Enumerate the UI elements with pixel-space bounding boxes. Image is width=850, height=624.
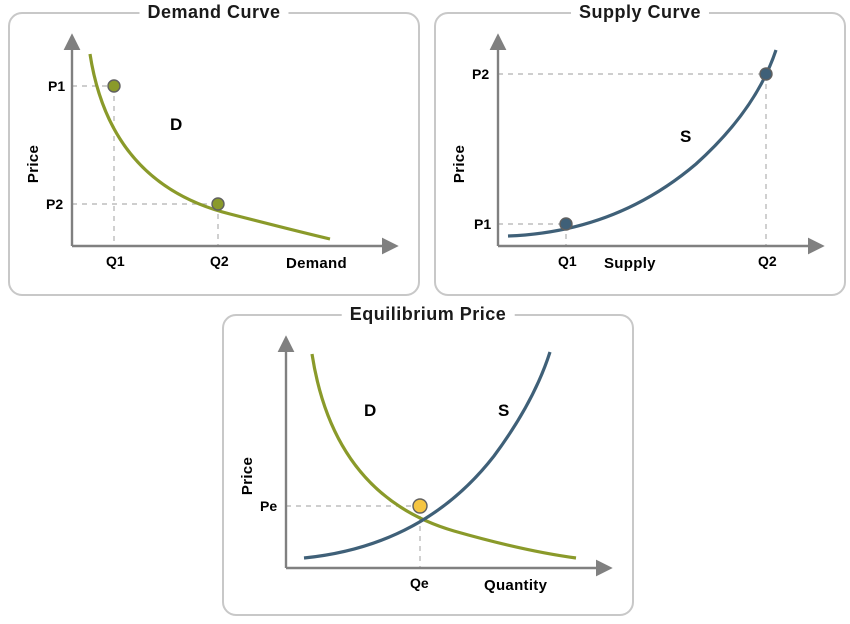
eq-supply-curve: [304, 352, 550, 558]
demand-tick-q1: Q1: [106, 253, 125, 269]
eq-supply-curve-label: S: [498, 401, 509, 420]
eq-point: [413, 499, 427, 513]
panel-demand-title: Demand Curve: [139, 2, 288, 23]
eq-tick-qe: Qe: [410, 575, 429, 591]
panel-equilibrium-svg: Pe Qe Price Quantity D S: [224, 316, 632, 614]
supply-curve: [508, 50, 776, 236]
supply-x-label: Supply: [604, 255, 656, 272]
supply-y-label: Price: [451, 145, 468, 183]
panel-demand-svg: P1 P2 Q1 Q2 Price Demand D: [10, 14, 418, 294]
supply-tick-p2: P2: [472, 66, 489, 82]
supply-point-2: [760, 68, 772, 80]
demand-curve-label: D: [170, 115, 182, 134]
demand-tick-q2: Q2: [210, 253, 229, 269]
panel-demand: Demand Curve P1 P2 Q1 Q2: [8, 12, 420, 296]
supply-curve-label: S: [680, 127, 691, 146]
page: Demand Curve P1 P2 Q1 Q2: [0, 0, 850, 624]
demand-tick-p1: P1: [48, 78, 65, 94]
panel-supply-title: Supply Curve: [571, 2, 709, 23]
panel-supply-svg: P2 P1 Q1 Q2 Price Supply S: [436, 14, 844, 294]
panel-equilibrium: Equilibrium Price Pe Qe Price Quantit: [222, 314, 634, 616]
demand-y-label: Price: [25, 145, 42, 183]
supply-tick-p1: P1: [474, 216, 491, 232]
eq-x-label: Quantity: [484, 577, 548, 594]
supply-tick-q2: Q2: [758, 253, 777, 269]
demand-tick-p2: P2: [46, 196, 63, 212]
supply-point-1: [560, 218, 572, 230]
panel-supply: Supply Curve P2 P1 Q1 Q2: [434, 12, 846, 296]
demand-curve: [90, 54, 330, 239]
eq-y-label: Price: [239, 457, 256, 495]
eq-tick-pe: Pe: [260, 498, 277, 514]
supply-tick-q1: Q1: [558, 253, 577, 269]
demand-x-label: Demand: [286, 255, 347, 272]
demand-point-2: [212, 198, 224, 210]
demand-point-1: [108, 80, 120, 92]
panel-equilibrium-title: Equilibrium Price: [342, 304, 515, 325]
eq-demand-curve-label: D: [364, 401, 376, 420]
